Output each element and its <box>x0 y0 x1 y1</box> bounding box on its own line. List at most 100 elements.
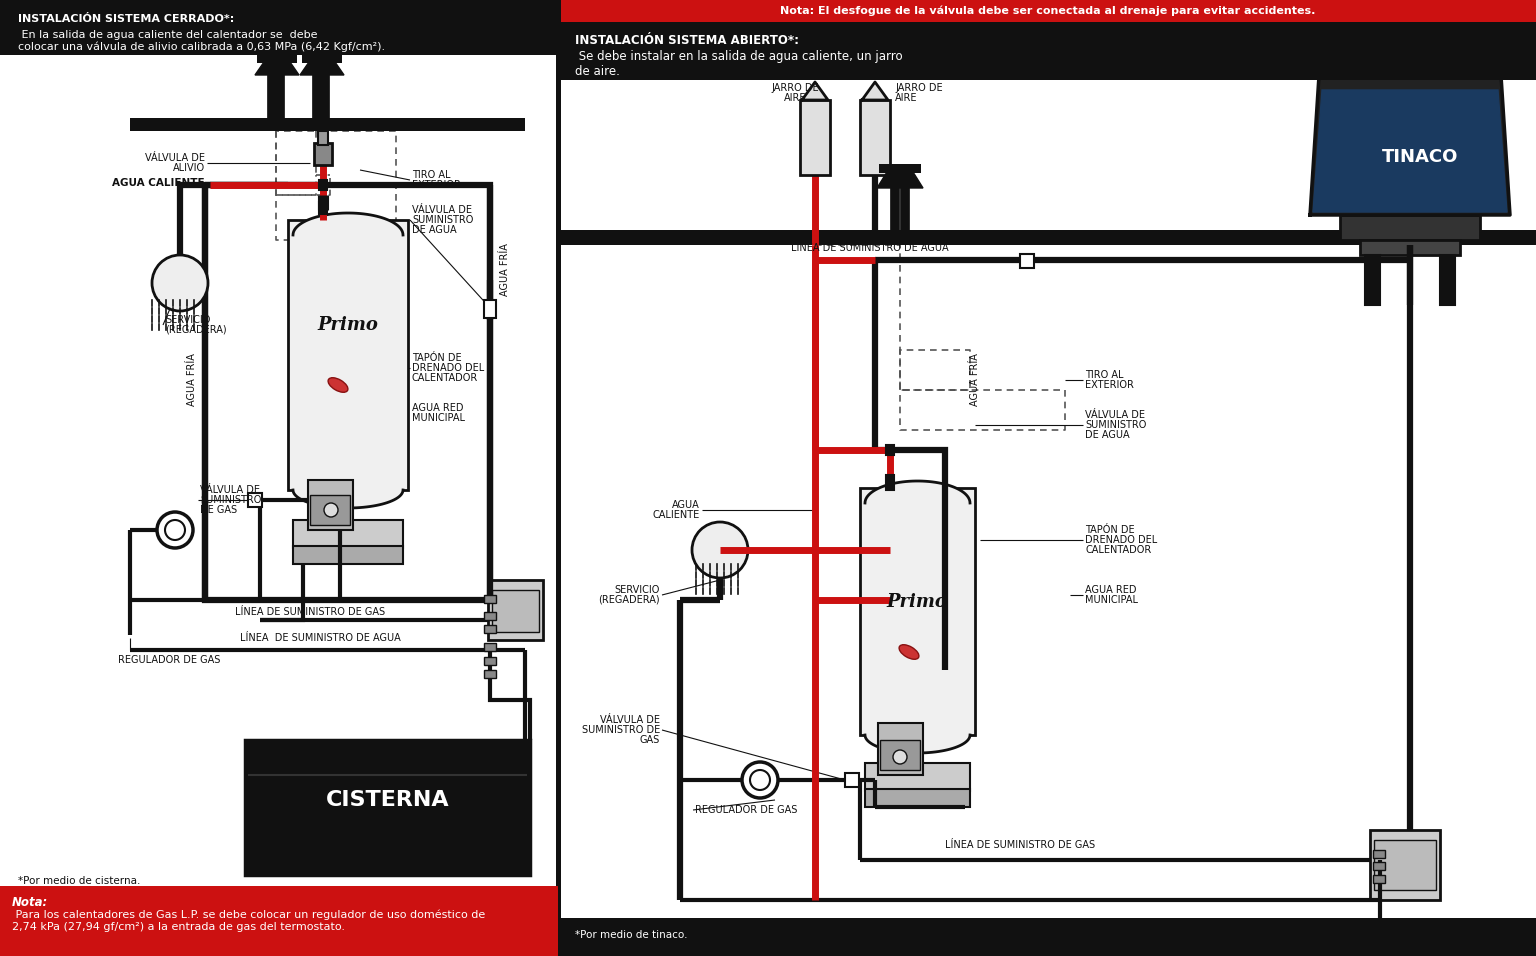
Polygon shape <box>255 62 300 75</box>
Bar <box>561 0 1536 22</box>
Bar <box>309 480 353 530</box>
Polygon shape <box>802 82 828 100</box>
Circle shape <box>164 520 184 540</box>
Text: SERVICIO: SERVICIO <box>164 315 210 325</box>
Bar <box>484 625 496 633</box>
Text: VÁLVULA DE: VÁLVULA DE <box>144 153 204 163</box>
Text: EXTERIOR: EXTERIOR <box>412 180 461 190</box>
Polygon shape <box>1310 60 1510 215</box>
Bar <box>1441 255 1455 305</box>
Text: AGUA CALIENTE: AGUA CALIENTE <box>112 178 204 188</box>
Bar <box>257 55 296 63</box>
Text: AGUA FRÍA: AGUA FRÍA <box>501 244 510 296</box>
Bar <box>484 643 496 651</box>
Bar <box>289 220 409 490</box>
Bar <box>1020 254 1034 268</box>
Bar <box>1373 875 1385 883</box>
Bar <box>1373 862 1385 870</box>
Bar <box>293 520 402 548</box>
Bar <box>484 670 496 678</box>
Text: SUMINISTRO: SUMINISTRO <box>1084 420 1146 430</box>
Text: CALIENTE: CALIENTE <box>653 510 700 520</box>
Text: LÍNEA DE SUMINISTRO DE AGUA: LÍNEA DE SUMINISTRO DE AGUA <box>791 243 949 253</box>
Text: Primo: Primo <box>886 593 948 611</box>
Text: SERVICIO: SERVICIO <box>614 585 660 595</box>
Bar <box>303 55 343 63</box>
Text: Nota: El desfogue de la válvula debe ser conectada al drenaje para evitar accide: Nota: El desfogue de la válvula debe ser… <box>780 6 1316 16</box>
Text: VÁLVULA DE: VÁLVULA DE <box>601 715 660 725</box>
Bar <box>246 740 530 875</box>
Bar <box>561 918 1536 932</box>
Ellipse shape <box>329 378 349 392</box>
Text: LÍNEA  DE SUMINISTRO DE AGUA: LÍNEA DE SUMINISTRO DE AGUA <box>240 633 401 643</box>
Circle shape <box>892 750 906 764</box>
Text: AGUA RED: AGUA RED <box>412 403 464 413</box>
Text: JARRO DE: JARRO DE <box>895 83 943 93</box>
Text: VÁLVULA DE: VÁLVULA DE <box>412 205 472 215</box>
Text: VÁLVULA DE: VÁLVULA DE <box>200 485 260 495</box>
Bar <box>845 773 859 787</box>
Circle shape <box>157 512 194 548</box>
Bar <box>886 475 894 490</box>
Bar <box>561 22 1536 80</box>
Circle shape <box>152 255 207 311</box>
Text: TIRO AL: TIRO AL <box>1084 370 1123 380</box>
Bar <box>1375 840 1436 890</box>
Bar <box>860 488 975 735</box>
Text: (REGADERA): (REGADERA) <box>599 595 660 605</box>
Bar <box>800 100 829 175</box>
Circle shape <box>750 770 770 790</box>
Text: INSTALACIÓN SISTEMA ABIERTO*:: INSTALACIÓN SISTEMA ABIERTO*: <box>574 34 799 47</box>
Bar <box>880 740 920 770</box>
Text: Primo: Primo <box>318 316 378 334</box>
Circle shape <box>693 522 748 578</box>
Polygon shape <box>877 172 923 188</box>
Text: TAPÓN DE: TAPÓN DE <box>1084 525 1135 535</box>
Polygon shape <box>293 213 402 235</box>
Text: Se debe instalar en la salida de agua caliente, un jarro
de aire.: Se debe instalar en la salida de agua ca… <box>574 50 903 78</box>
Ellipse shape <box>899 644 919 660</box>
Text: DE GAS: DE GAS <box>200 505 237 515</box>
Text: TAPÓN DE: TAPÓN DE <box>412 353 462 363</box>
Bar <box>1373 850 1385 858</box>
Bar <box>131 118 525 131</box>
Polygon shape <box>293 490 402 508</box>
Text: (REGADERA): (REGADERA) <box>164 325 227 335</box>
Bar <box>1339 215 1481 240</box>
Polygon shape <box>865 735 971 753</box>
Text: LÍNEA DE SUMINISTRO DE GAS: LÍNEA DE SUMINISTRO DE GAS <box>945 840 1095 850</box>
Bar <box>318 131 329 145</box>
Text: ALIVIO: ALIVIO <box>174 163 204 173</box>
Polygon shape <box>862 82 888 100</box>
Bar <box>0 0 558 55</box>
Text: En la salida de agua caliente del calentador se  debe
colocar una válvula de ali: En la salida de agua caliente del calent… <box>18 30 386 53</box>
Text: Para los calentadores de Gas L.P. se debe colocar un regulador de uso doméstico : Para los calentadores de Gas L.P. se deb… <box>12 910 485 932</box>
Text: TINACO: TINACO <box>1382 148 1458 166</box>
Circle shape <box>742 762 779 798</box>
Text: VÁLVULA DE: VÁLVULA DE <box>1084 410 1144 420</box>
Bar <box>319 180 327 190</box>
Text: ─: ─ <box>1072 258 1075 264</box>
Bar <box>860 100 889 175</box>
Bar <box>561 230 1536 245</box>
Text: JARRO DE: JARRO DE <box>771 83 819 93</box>
Text: INSTALACIÓN SISTEMA CERRADO*:: INSTALACIÓN SISTEMA CERRADO*: <box>18 14 235 24</box>
Text: AIRE: AIRE <box>783 93 806 103</box>
Bar <box>879 723 923 775</box>
Text: AGUA RED: AGUA RED <box>1084 585 1137 595</box>
Text: EXTERIOR: EXTERIOR <box>1084 380 1134 390</box>
Bar <box>484 657 496 665</box>
Bar <box>293 546 402 564</box>
Text: GAS: GAS <box>641 735 660 745</box>
Bar <box>310 495 350 525</box>
Text: REGULADOR DE GAS: REGULADOR DE GAS <box>118 655 220 665</box>
Text: CISTERNA: CISTERNA <box>326 790 450 810</box>
Bar <box>865 763 971 791</box>
Text: REGULADOR DE GAS: REGULADOR DE GAS <box>694 805 797 815</box>
Text: Nota:: Nota: <box>12 896 48 909</box>
Text: CALENTADOR: CALENTADOR <box>412 373 478 383</box>
Polygon shape <box>300 62 344 75</box>
Text: SUMINISTRO: SUMINISTRO <box>412 215 473 225</box>
Text: CALENTADOR: CALENTADOR <box>1084 545 1152 555</box>
Bar <box>1370 830 1441 900</box>
